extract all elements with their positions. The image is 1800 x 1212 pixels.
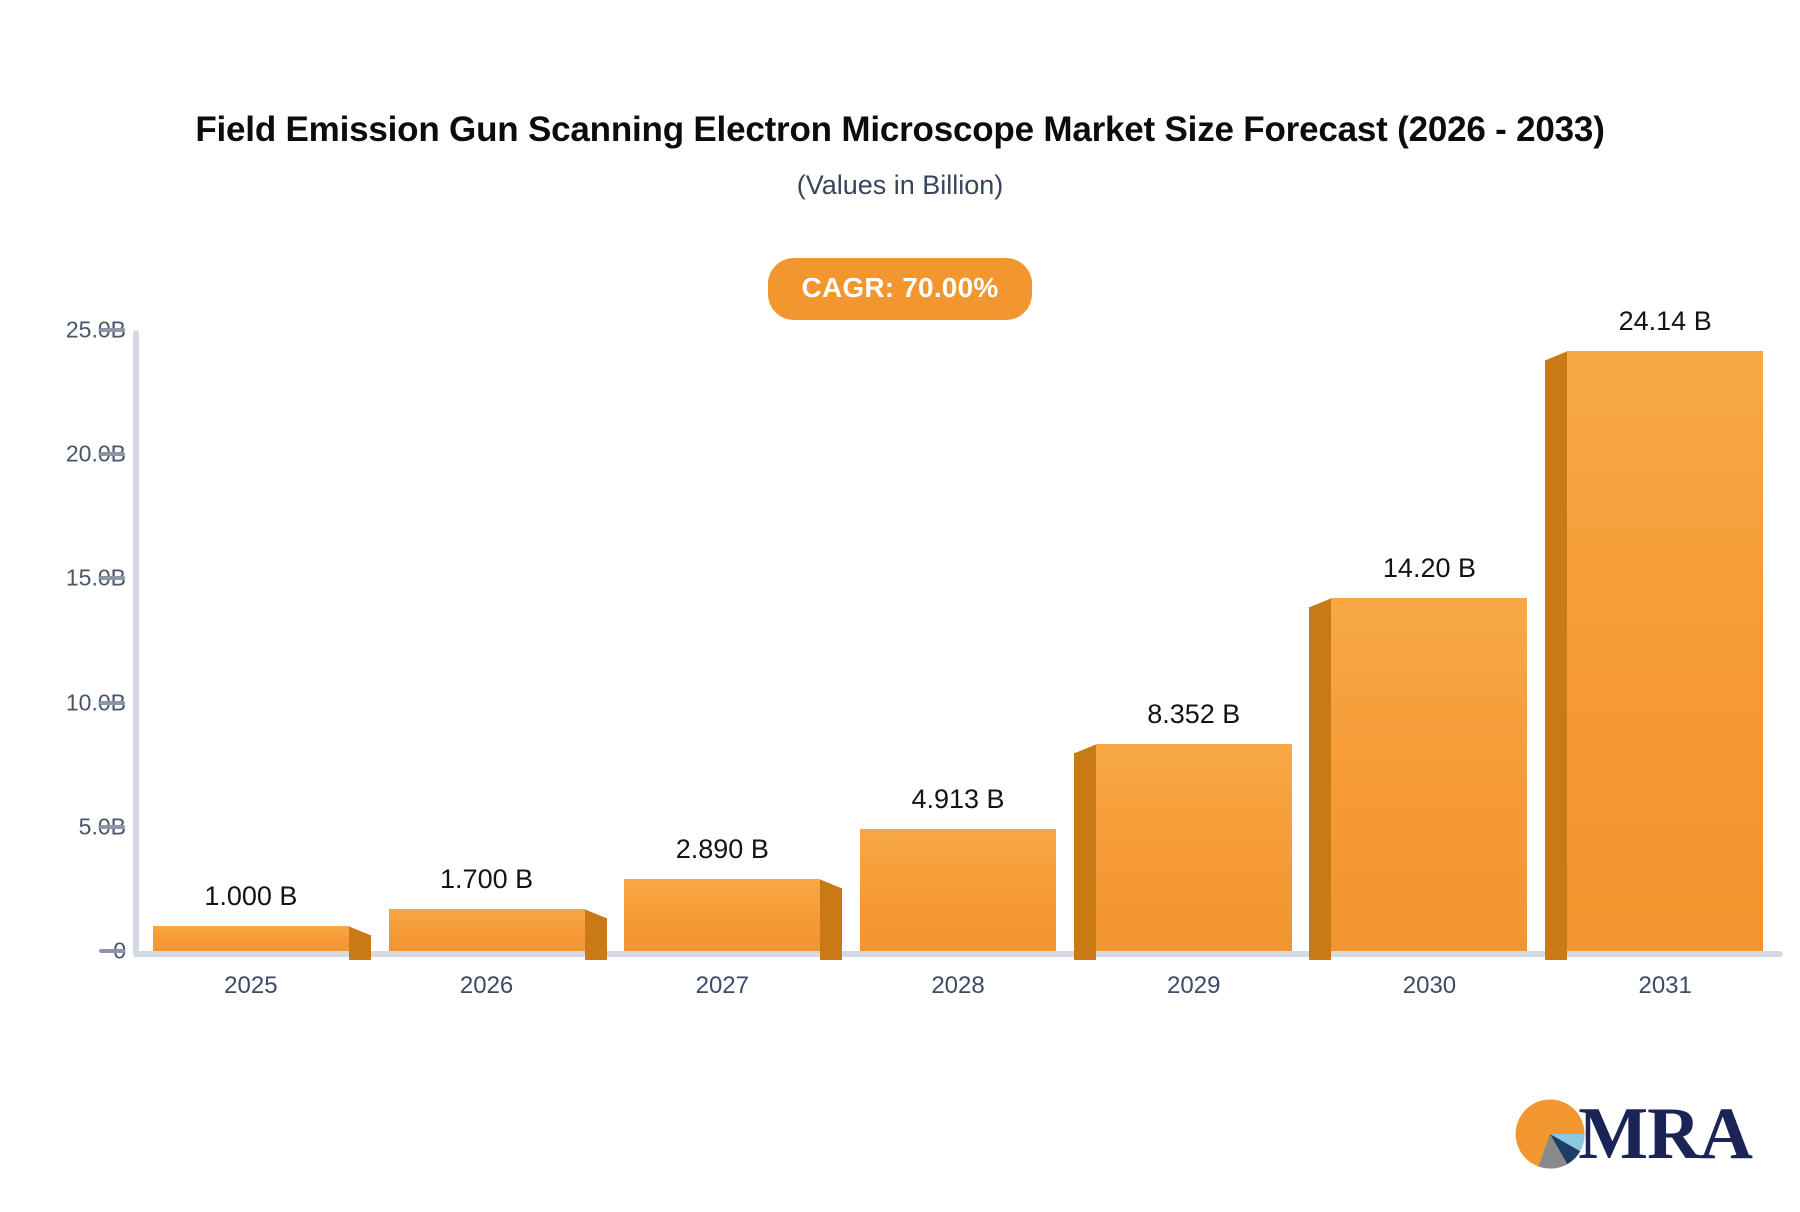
y-axis-tick-mark [99, 949, 125, 953]
y-axis-tick-mark [99, 824, 125, 829]
bar-slot: 14.20 B [1309, 330, 1548, 960]
logo-text: MRA [1578, 1093, 1753, 1175]
y-axis-tick-mark [99, 328, 125, 332]
x-axis-label: 2027 [695, 972, 749, 999]
bar-face [1095, 743, 1292, 951]
bar-face [624, 879, 821, 951]
bar-2031[interactable]: 24.14 B [1545, 306, 1764, 960]
x-axis-label: 2030 [1402, 972, 1457, 999]
title-block: Field Emission Gun Scanning Electron Mic… [0, 104, 1800, 204]
bar-slot: 4.913 B [840, 330, 1076, 951]
bar-face [152, 926, 349, 951]
bar-slot: 1.000 B [133, 330, 371, 960]
x-axis-label: 2029 [1167, 972, 1221, 999]
bar-series: 1.000 B 1.700 B 2.890 B 4.913 B 8.352 B 14.20… [133, 306, 1783, 960]
y-axis-tick-mark [99, 452, 125, 457]
mra-logo: MRA [1514, 1093, 1753, 1175]
bar-value-label: 4.913 B [911, 783, 1005, 814]
bar-side-panel [347, 926, 371, 960]
bar-side-panel [1309, 598, 1333, 960]
bar-side-panel [1073, 743, 1097, 960]
status-badge-cagr: CAGR: 70.00% [767, 258, 1033, 320]
pie-chart-logo-mark-icon [1514, 1098, 1586, 1170]
y-axis-tick-mark [99, 576, 125, 581]
bar-slot: 24.14 B [1545, 306, 1783, 960]
x-axis-labels: 2025 2026 2027 2028 2029 2030 2031 [133, 972, 1783, 1000]
bar-face [388, 908, 585, 951]
bar-2025[interactable]: 1.000 B [152, 881, 371, 960]
bar-2026[interactable]: 1.700 B [388, 864, 607, 960]
bar-side-panel [1545, 351, 1569, 960]
y-axis-tick-mark [99, 700, 125, 705]
x-axis-label: 2026 [459, 972, 514, 999]
bar-slot: 1.700 B [369, 330, 607, 960]
bar-face [1331, 598, 1528, 951]
cagr-badge-wrapper: CAGR: 70.00% [0, 258, 1800, 320]
bar-value-label: 24.14 B [1618, 306, 1712, 337]
bar-side-panel [583, 908, 607, 960]
bar-value-label: 14.20 B [1382, 553, 1476, 584]
page-title: Field Emission Gun Scanning Electron Mic… [195, 110, 1605, 149]
bar-2029[interactable]: 8.352 B [1073, 699, 1292, 960]
bar-side-panel [819, 879, 843, 960]
bar-face [1567, 351, 1764, 951]
bar-slot: 2.890 B [604, 330, 843, 960]
bar-value-label: 8.352 B [1147, 698, 1241, 729]
chart-subtitle: (Values in Billion) [796, 170, 1004, 200]
x-axis-label: 2031 [1638, 972, 1692, 999]
bar-value-label: 1.000 B [204, 881, 298, 912]
y-axis-line [133, 330, 139, 957]
bar-value-label: 2.890 B [675, 834, 769, 865]
bar-value-label: 1.700 B [440, 863, 534, 894]
bar-2028[interactable]: 4.913 B [860, 784, 1057, 951]
x-axis-label: 2028 [931, 972, 985, 999]
bar-face [860, 828, 1057, 951]
bar-2030[interactable]: 14.20 B [1309, 553, 1528, 960]
x-axis-line [133, 951, 1783, 957]
x-axis-label: 2025 [224, 972, 278, 999]
bar-slot: 8.352 B [1073, 330, 1312, 960]
bar-2027[interactable]: 2.890 B [624, 834, 843, 960]
